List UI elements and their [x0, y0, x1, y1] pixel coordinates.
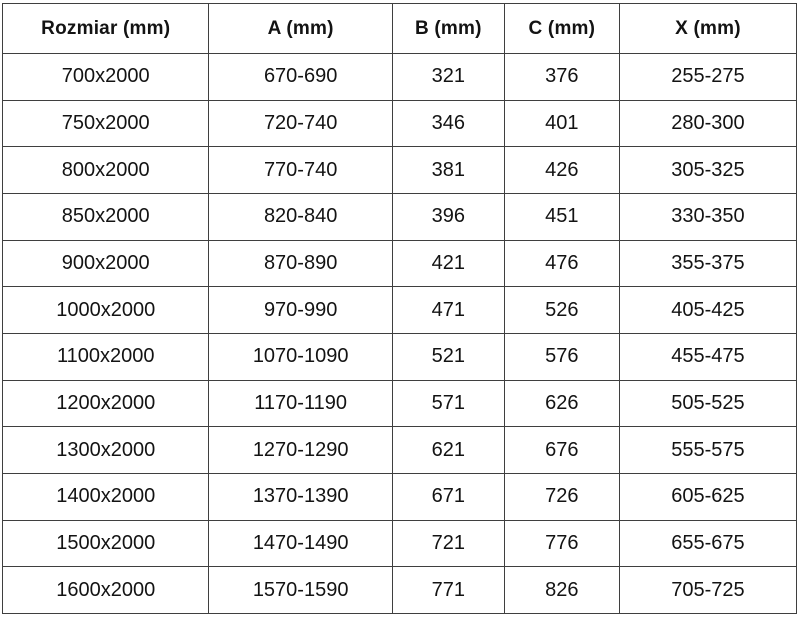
- table-cell: 605-625: [618, 472, 798, 521]
- table-cell: 770-740: [208, 146, 393, 194]
- table-cell: 700x2000: [1, 53, 210, 101]
- table-cell: 576: [503, 332, 620, 381]
- table-cell: 970-990: [208, 286, 393, 334]
- table-row: 900x2000 870-890 421 476 355-375: [1, 239, 798, 288]
- table-cell: 451: [503, 192, 620, 241]
- table-cell: 255-275: [618, 53, 798, 101]
- table-cell: 401: [503, 99, 620, 148]
- table-row: 1100x2000 1070-1090 521 576 455-475: [1, 332, 798, 381]
- table-header: Rozmiar (mm) A (mm) B (mm) C (mm) X (mm): [1, 3, 798, 54]
- table-cell: 571: [391, 379, 505, 428]
- table-row: 1300x2000 1270-1290 621 676 555-575: [1, 426, 798, 474]
- table-cell: 471: [391, 286, 505, 334]
- size-specification-table: Rozmiar (mm) A (mm) B (mm) C (mm) X (mm)…: [1, 3, 798, 614]
- table-cell: 305-325: [618, 146, 798, 194]
- table-cell: 800x2000: [1, 146, 210, 194]
- table-row: 1400x2000 1370-1390 671 726 605-625: [1, 472, 798, 521]
- table-cell: 726: [503, 472, 620, 521]
- column-header-c: C (mm): [503, 3, 620, 54]
- table-cell: 330-350: [618, 192, 798, 241]
- table-row: 1200x2000 1170-1190 571 626 505-525: [1, 379, 798, 428]
- table-row: 800x2000 770-740 381 426 305-325: [1, 146, 798, 194]
- table-cell: 1370-1390: [208, 472, 393, 521]
- table-cell: 1000x2000: [1, 286, 210, 334]
- table-cell: 870-890: [208, 239, 393, 288]
- table-row: 1600x2000 1570-1590 771 826 705-725: [1, 566, 798, 614]
- table-cell: 421: [391, 239, 505, 288]
- table-row: 750x2000 720-740 346 401 280-300: [1, 99, 798, 148]
- table-cell: 720-740: [208, 99, 393, 148]
- table-body: 700x2000 670-690 321 376 255-275 750x2000 720-…: [1, 53, 798, 614]
- table-cell: 671: [391, 472, 505, 521]
- table-cell: 850x2000: [1, 192, 210, 241]
- table-cell: 396: [391, 192, 505, 241]
- table-cell: 1470-1490: [208, 519, 393, 568]
- table-cell: 750x2000: [1, 99, 210, 148]
- column-header-x: X (mm): [618, 3, 798, 54]
- table-cell: 321: [391, 53, 505, 101]
- table-cell: 1070-1090: [208, 332, 393, 381]
- table-row: 1000x2000 970-990 471 526 405-425: [1, 286, 798, 334]
- table-cell: 455-475: [618, 332, 798, 381]
- table-cell: 376: [503, 53, 620, 101]
- header-row: Rozmiar (mm) A (mm) B (mm) C (mm) X (mm): [1, 3, 798, 54]
- table-cell: 476: [503, 239, 620, 288]
- table-cell: 721: [391, 519, 505, 568]
- table-cell: 1270-1290: [208, 426, 393, 474]
- table-cell: 676: [503, 426, 620, 474]
- table-cell: 705-725: [618, 566, 798, 614]
- table-cell: 381: [391, 146, 505, 194]
- column-header-a: A (mm): [208, 3, 393, 54]
- table-cell: 1300x2000: [1, 426, 210, 474]
- table-cell: 1100x2000: [1, 332, 210, 381]
- table-cell: 826: [503, 566, 620, 614]
- table-row: 700x2000 670-690 321 376 255-275: [1, 53, 798, 101]
- table-cell: 900x2000: [1, 239, 210, 288]
- table-cell: 346: [391, 99, 505, 148]
- table-cell: 521: [391, 332, 505, 381]
- table-cell: 280-300: [618, 99, 798, 148]
- table-cell: 621: [391, 426, 505, 474]
- table-row: 1500x2000 1470-1490 721 776 655-675: [1, 519, 798, 568]
- table-cell: 655-675: [618, 519, 798, 568]
- table-cell: 670-690: [208, 53, 393, 101]
- table-cell: 1170-1190: [208, 379, 393, 428]
- table-cell: 1500x2000: [1, 519, 210, 568]
- table-cell: 555-575: [618, 426, 798, 474]
- table-cell: 626: [503, 379, 620, 428]
- column-header-rozmiar: Rozmiar (mm): [1, 3, 210, 54]
- table-cell: 405-425: [618, 286, 798, 334]
- table-cell: 771: [391, 566, 505, 614]
- column-header-b: B (mm): [391, 3, 505, 54]
- table-cell: 820-840: [208, 192, 393, 241]
- table-cell: 355-375: [618, 239, 798, 288]
- table-cell: 776: [503, 519, 620, 568]
- table-cell: 1600x2000: [1, 566, 210, 614]
- table-cell: 1200x2000: [1, 379, 210, 428]
- table-cell: 426: [503, 146, 620, 194]
- table-cell: 505-525: [618, 379, 798, 428]
- table-cell: 526: [503, 286, 620, 334]
- table-cell: 1400x2000: [1, 472, 210, 521]
- table-row: 850x2000 820-840 396 451 330-350: [1, 192, 798, 241]
- table-cell: 1570-1590: [208, 566, 393, 614]
